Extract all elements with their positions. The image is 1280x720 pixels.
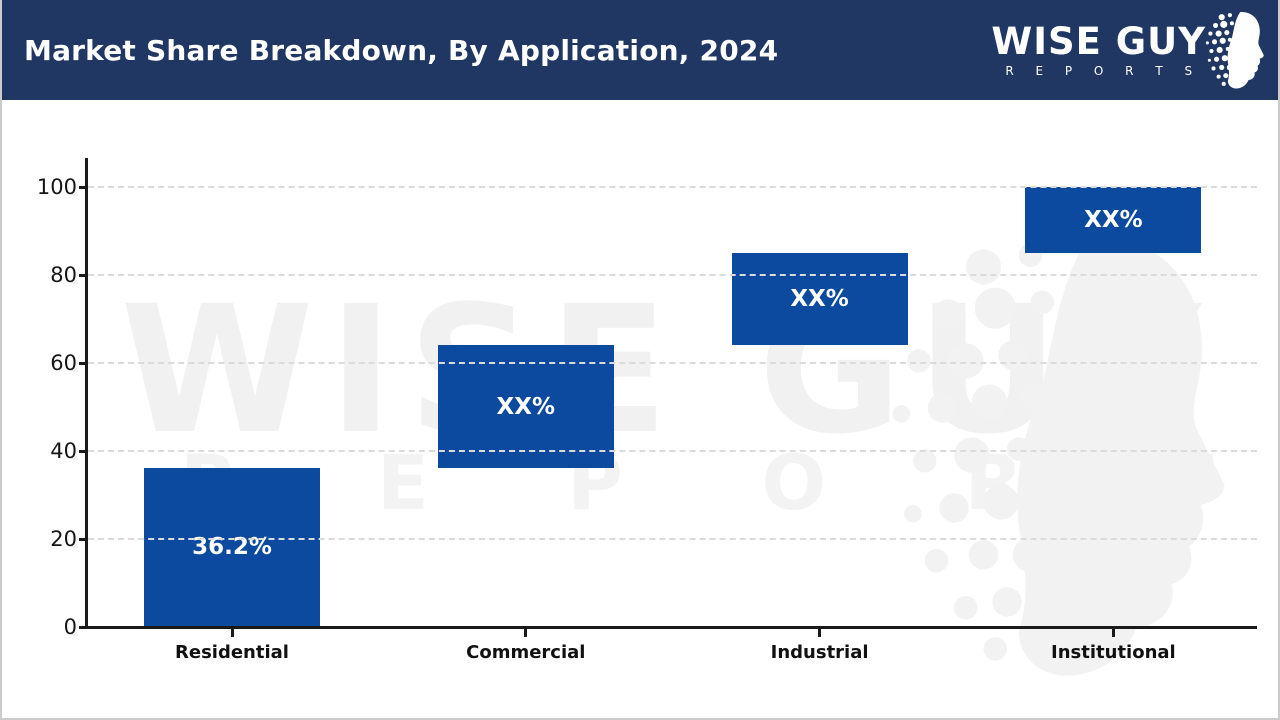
chart-title: Market Share Breakdown, By Application, … [24,33,779,67]
y-gridline [88,362,1257,364]
wise-guy-logo: WISE GUY R E P O R T S [991,0,1268,100]
chart-plot-area: WISE GUY R E P O R T S 36.2%XX%XX%XX%020… [2,100,1278,718]
watermark-wordmark: WISE GUY [120,268,1215,473]
y-gridline [88,450,1257,452]
x-category-label: Residential [175,642,289,663]
y-gridline [88,274,1257,276]
logo-subtext: R E P O R T S [1005,63,1202,78]
x-category-label: Industrial [770,642,869,663]
x-category-label: Commercial [466,642,586,663]
logo-text: WISE GUY R E P O R T S [991,23,1206,78]
x-tick-mark [524,629,528,637]
dotted-face-icon [1205,11,1264,89]
y-tick-label: 80 [50,263,77,287]
logo-wordmark: WISE GUY [991,19,1206,63]
y-gridline [88,186,1257,188]
x-tick-mark [230,629,234,637]
x-axis-line [85,626,1257,629]
bar-value-label: XX% [496,393,556,420]
data-bar-institutional: XX% [1025,187,1202,253]
data-bar-residential: 36.2% [144,467,320,627]
y-tick-label: 100 [36,175,77,199]
y-tick-label: 20 [50,527,77,551]
x-tick-mark [1111,629,1115,637]
y-tick-mark [79,185,87,189]
y-tick-mark [79,449,87,453]
y-tick-mark [79,625,87,629]
bar-value-label: XX% [1084,207,1143,233]
y-tick-label: 40 [50,439,77,463]
y-tick-label: 0 [63,615,77,639]
bar-value-label: XX% [790,286,849,313]
y-tick-mark [79,537,87,541]
header-banner: Market Share Breakdown, By Application, … [2,0,1278,100]
watermark-face-icon [892,237,1225,676]
y-tick-label: 60 [50,351,77,375]
y-gridline [88,538,1257,540]
data-bar-commercial: XX% [437,345,614,468]
x-category-label: Institutional [1051,642,1176,663]
y-tick-mark [79,361,87,365]
y-tick-mark [79,273,87,277]
x-tick-mark [818,629,822,637]
data-bar-industrial: XX% [731,253,908,346]
y-axis-line [85,158,88,629]
